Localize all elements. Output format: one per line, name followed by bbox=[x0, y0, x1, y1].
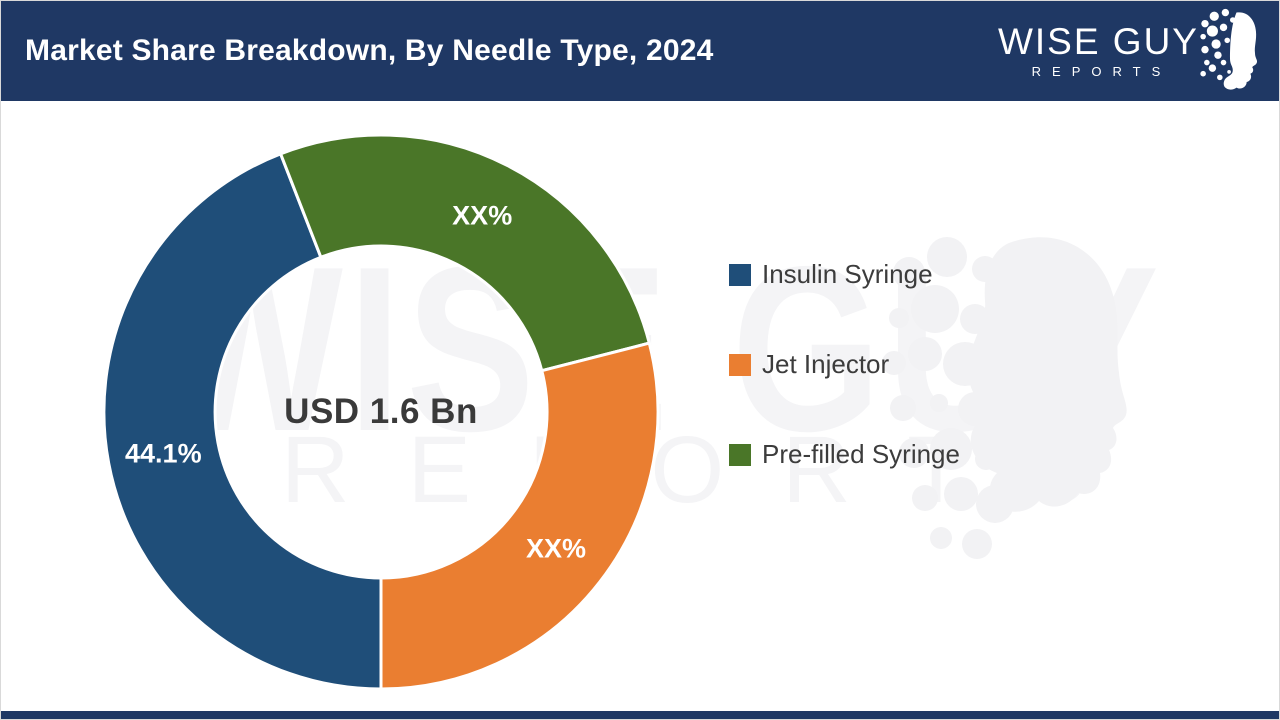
legend-item-insulin-syringe[interactable]: Insulin Syringe bbox=[729, 259, 1149, 290]
legend-swatch-insulin-syringe bbox=[729, 263, 751, 286]
header-bar: Market Share Breakdown, By Needle Type, … bbox=[1, 1, 1279, 101]
donut-chart: 44.1% XX% XX% bbox=[102, 133, 660, 691]
donut-slice-jet-injector[interactable] bbox=[379, 341, 660, 691]
legend-swatch-jet-injector bbox=[729, 353, 751, 376]
footer-bar bbox=[1, 711, 1279, 719]
slice-value-label: XX% bbox=[526, 533, 586, 563]
legend-item-jet-injector[interactable]: Jet Injector bbox=[729, 349, 1149, 380]
wise-guy-reports-logo: WISE GUY REPORTS bbox=[998, 1, 1263, 101]
logo-wise-guy: WISE GUY bbox=[997, 21, 1199, 62]
slice-value-label: 44.1% bbox=[125, 438, 202, 468]
logo-head-icon bbox=[1200, 8, 1258, 90]
donut-slice-insulin-syringe[interactable] bbox=[102, 152, 383, 691]
legend-label: Insulin Syringe bbox=[762, 259, 933, 289]
donut-center-value: USD 1.6 Bn bbox=[284, 392, 478, 431]
legend-label: Pre-filled Syringe bbox=[762, 439, 960, 469]
logo-reports: REPORTS bbox=[1031, 64, 1172, 79]
logo-text: WISE GUY REPORTS bbox=[998, 23, 1199, 79]
watermark-head-graphic bbox=[882, 237, 1127, 559]
donut-slice-pre-filled-syringe[interactable] bbox=[279, 133, 651, 373]
slice-value-label: XX% bbox=[452, 200, 512, 230]
legend-swatch-pre-filled-syringe bbox=[729, 443, 751, 466]
legend-item-pre-filled-syringe[interactable]: Pre-filled Syringe bbox=[729, 439, 1149, 470]
legend-label: Jet Injector bbox=[762, 349, 890, 379]
chart-title: Market Share Breakdown, By Needle Type, … bbox=[25, 34, 714, 67]
